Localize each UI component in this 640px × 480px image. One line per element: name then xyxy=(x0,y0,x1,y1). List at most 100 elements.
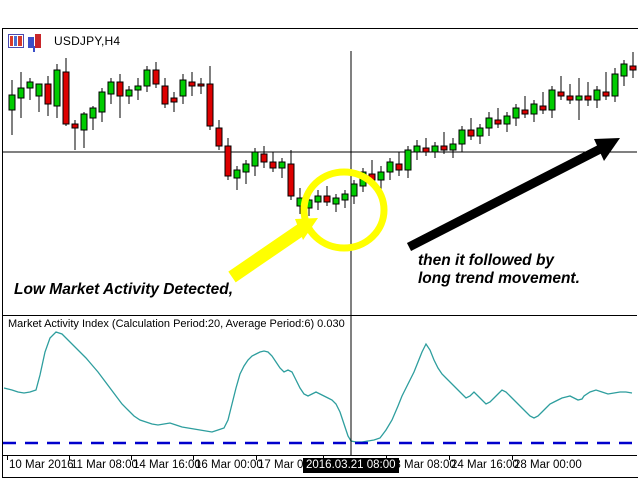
candlestick xyxy=(431,142,439,158)
candlestick xyxy=(269,152,277,172)
candlestick xyxy=(530,100,538,122)
candlestick xyxy=(332,194,340,212)
candlestick xyxy=(233,166,241,190)
candlestick xyxy=(251,148,259,176)
candlestick xyxy=(224,138,232,180)
candlestick xyxy=(620,60,628,86)
candlestick xyxy=(26,78,34,100)
candlestick xyxy=(71,120,79,150)
candlestick xyxy=(53,64,61,118)
candlestick xyxy=(449,138,457,158)
candlestick xyxy=(116,74,124,118)
candlestick xyxy=(368,160,376,186)
time-axis-tick-mark xyxy=(256,456,257,460)
time-axis-tick-mark xyxy=(449,456,450,460)
candlestick xyxy=(305,196,313,216)
time-axis-tick-mark xyxy=(131,456,132,460)
candlestick xyxy=(566,84,574,104)
time-axis-tick-mark xyxy=(193,456,194,460)
candlestick xyxy=(62,58,70,126)
axis-divider xyxy=(3,455,637,456)
candlestick xyxy=(17,72,25,118)
candlestick xyxy=(575,78,583,120)
candlestick xyxy=(125,86,133,104)
candlestick xyxy=(8,80,16,135)
annotation-left: Low Market Activity Detected, xyxy=(14,281,234,298)
candlestick xyxy=(359,168,367,192)
candlestick xyxy=(35,83,43,112)
candlestick xyxy=(170,92,178,112)
crosshair-time-label: 2016.03.21 08:00 xyxy=(303,458,399,473)
candlestick xyxy=(287,150,295,200)
candlestick xyxy=(44,76,52,116)
annotation-right: then it followed by long trend movement. xyxy=(418,252,580,289)
indicator-title: Market Activity Index (Calculation Perio… xyxy=(8,318,345,330)
candlestick xyxy=(206,66,214,130)
bar-chart-icon xyxy=(28,34,44,52)
candlestick xyxy=(242,160,250,184)
candlestick xyxy=(143,66,151,92)
candlestick xyxy=(80,112,88,148)
candlestick xyxy=(179,74,187,104)
candlestick xyxy=(485,112,493,136)
grid-icon xyxy=(8,34,24,48)
time-axis-tick-mark xyxy=(512,456,513,460)
time-axis-label: 23 Mar 08:00 xyxy=(388,459,456,471)
indicator-pane[interactable] xyxy=(3,316,637,455)
candlestick xyxy=(467,118,475,140)
candlestick xyxy=(548,86,556,118)
candlestick xyxy=(476,124,484,144)
candlestick xyxy=(161,78,169,108)
time-axis: 10 Mar 2016 11 Mar 08:00 14 Mar 16:00 16 Ma… xyxy=(3,456,637,478)
candlestick xyxy=(602,72,610,100)
candlestick xyxy=(404,146,412,178)
candlestick xyxy=(107,78,115,104)
candlestick xyxy=(296,188,304,214)
indicator-plot xyxy=(3,316,637,455)
candlestick xyxy=(89,106,97,130)
indicator-line xyxy=(3,331,633,443)
time-axis-label: 24 Mar 16:00 xyxy=(451,459,519,471)
candlestick xyxy=(611,68,619,102)
time-axis-label: 10 Mar 2016 xyxy=(9,459,74,471)
time-axis-tick-mark xyxy=(7,456,8,460)
candlestick xyxy=(350,180,358,204)
candlestick xyxy=(503,112,511,132)
candlestick xyxy=(494,108,502,128)
candlestick xyxy=(557,76,565,100)
chart-titlebar: USDJPY,H4 xyxy=(3,31,637,52)
chart-window-frame xyxy=(2,28,638,478)
candlestick xyxy=(593,86,601,108)
symbol-label: USDJPY,H4 xyxy=(54,34,121,48)
candlestick xyxy=(386,158,394,180)
candlestick xyxy=(377,166,385,190)
time-axis-label: 11 Mar 08:00 xyxy=(71,459,138,471)
candlestick xyxy=(152,62,160,88)
candlestick xyxy=(323,186,331,206)
candlestick xyxy=(512,104,520,126)
annotation-right-line2: long trend movement. xyxy=(418,270,580,288)
candlestick xyxy=(521,96,529,118)
candlestick xyxy=(314,190,322,210)
time-axis-label: 16 Mar 00:00 xyxy=(195,459,263,471)
time-axis-tick-mark xyxy=(69,456,70,460)
candlestick xyxy=(188,72,196,96)
time-axis-label: 14 Mar 16:00 xyxy=(133,459,201,471)
candlestick xyxy=(98,88,106,122)
candlestick xyxy=(197,78,205,94)
candlestick xyxy=(422,138,430,156)
pane-divider xyxy=(3,315,637,316)
candlestick xyxy=(629,52,637,78)
time-axis-label: 28 Mar 00:00 xyxy=(514,459,582,471)
candlestick xyxy=(413,140,421,160)
candlestick xyxy=(458,126,466,152)
candlestick xyxy=(215,120,223,150)
candlestick xyxy=(539,92,547,114)
candlestick xyxy=(260,146,268,168)
candlestick xyxy=(440,132,448,154)
annotation-right-line1: then it followed by xyxy=(418,252,555,269)
candlestick xyxy=(134,78,142,100)
candlestick xyxy=(341,190,349,208)
candlestick xyxy=(395,152,403,176)
